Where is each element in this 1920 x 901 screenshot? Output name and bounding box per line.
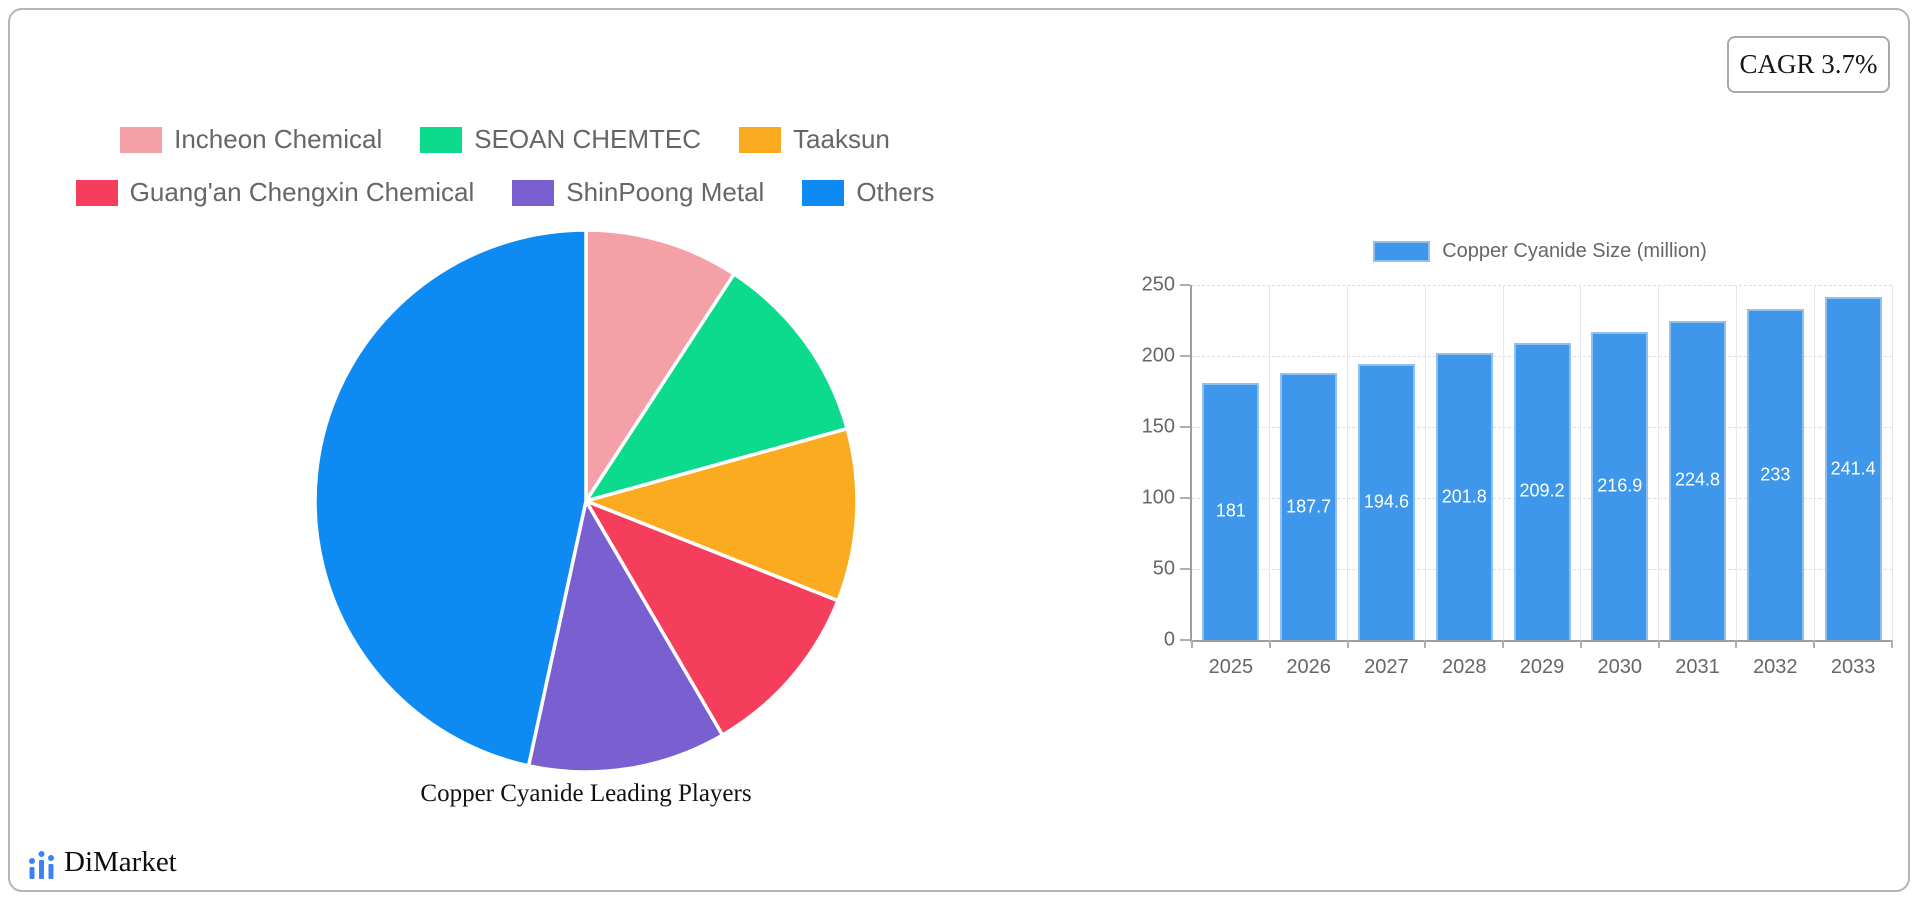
h-gridline (1192, 285, 1892, 286)
pie-legend-row: Incheon Chemical SEOAN CHEMTEC Taaksun (0, 124, 1010, 155)
bar-2032 (1746, 309, 1804, 640)
x-tick-label-2029: 2029 (1519, 656, 1565, 678)
pie-legend-row: Guang'an Chengxin Chemical ShinPoong Meta… (0, 177, 1010, 208)
x-axis-tick (1502, 640, 1505, 648)
v-gridline (1580, 285, 1582, 640)
x-axis-tick (1657, 640, 1660, 648)
legend-item-shinpoong-metal[interactable]: ShinPoong Metal (512, 177, 764, 208)
x-tick-label-2027: 2027 (1364, 656, 1409, 678)
pie-chart (313, 228, 859, 774)
legend-label: SEOAN CHEMTEC (474, 124, 702, 154)
bar-2030 (1591, 332, 1649, 640)
x-axis-tick (1268, 640, 1271, 648)
legend-label: Others (856, 177, 935, 207)
bar-2028 (1435, 353, 1493, 640)
x-tick-label-2030: 2030 (1597, 656, 1643, 678)
y-axis-tick (1180, 426, 1190, 428)
bar-value-label: 216.9 (1597, 475, 1643, 496)
y-tick-label: 100 (1141, 486, 1175, 509)
x-tick-label-2028: 2028 (1441, 656, 1487, 678)
v-gridline (1658, 285, 1660, 640)
pie-slice-taaksun (584, 426, 859, 603)
legend-swatch (120, 126, 163, 153)
x-axis-tick (1346, 640, 1349, 648)
legend-item-incheon-chemical[interactable]: Incheon Chemical (120, 124, 382, 155)
bar-value-label: 209.2 (1519, 480, 1565, 501)
legend-item-taaksun[interactable]: Taaksun (739, 124, 890, 155)
pie-slice-others (313, 228, 588, 768)
bar-value-label: 194.6 (1363, 491, 1409, 512)
bar-2031 (1669, 320, 1727, 640)
y-tick-label: 200 (1141, 344, 1175, 367)
x-tick-label-2032: 2032 (1753, 656, 1798, 678)
pie-legend: Incheon Chemical SEOAN CHEMTEC Taaksun Guan… (0, 124, 1010, 208)
legend-swatch (420, 126, 463, 153)
legend-label: Guang'an Chengxin Chemical (129, 177, 475, 207)
legend-swatch (75, 179, 118, 206)
y-axis-tick (1180, 284, 1190, 286)
y-tick-label: 150 (1141, 415, 1175, 438)
bar-value-label: 181 (1215, 500, 1246, 521)
bar-value-label: 201.8 (1441, 486, 1487, 507)
brand-logo: DiMarket (26, 848, 177, 879)
x-tick-label-2031: 2031 (1675, 656, 1720, 678)
legend-swatch (739, 126, 782, 153)
pie-slice-shinpoong-metal (526, 499, 725, 774)
v-gridline (1424, 285, 1426, 640)
bar-legend-label: Copper Cyanide Size (million) (1442, 240, 1707, 262)
pie-slice-guang-an-chengxin-chemical (584, 499, 840, 737)
v-gridline (1502, 285, 1504, 640)
x-tick-label-2025: 2025 (1208, 656, 1254, 678)
x-axis-tick (1813, 640, 1816, 648)
legend-item-guang-an-chengxin-chemical[interactable]: Guang'an Chengxin Chemical (75, 177, 475, 208)
pie-slice-incheon-chemical (584, 228, 736, 503)
bar-2025 (1202, 382, 1260, 640)
legend-label: Taaksun (793, 124, 890, 154)
v-gridline (1891, 285, 1893, 640)
bar-chart-icon (29, 850, 54, 879)
y-tick-label: 50 (1152, 557, 1175, 580)
y-tick-label: 0 (1163, 628, 1175, 651)
y-tick-label: 250 (1141, 273, 1175, 296)
brand-name: DiMarket (64, 846, 177, 878)
bar-legend[interactable]: Copper Cyanide Size (million) (1190, 240, 1890, 263)
legend-label: Incheon Chemical (174, 124, 383, 154)
x-axis-tick (1891, 640, 1893, 648)
v-gridline (1813, 285, 1815, 640)
legend-item-others[interactable]: Others (802, 177, 934, 208)
v-gridline (1269, 285, 1271, 640)
legend-label: ShinPoong Metal (566, 177, 765, 207)
legend-swatch (802, 179, 845, 206)
x-axis-tick (1579, 640, 1582, 648)
x-tick-label-2033: 2033 (1830, 656, 1876, 678)
legend-item-seoan-chemtec[interactable]: SEOAN CHEMTEC (420, 124, 701, 155)
y-axis-tick (1180, 497, 1190, 499)
bar-2027 (1357, 363, 1415, 640)
v-gridline (1735, 285, 1737, 640)
legend-swatch (512, 179, 555, 206)
x-axis-tick (1735, 640, 1738, 648)
bar-value-label: 224.8 (1675, 469, 1721, 490)
pie-slice-seoan-chemtec (584, 272, 849, 503)
bar-legend-swatch (1373, 241, 1431, 262)
bar-2029 (1513, 342, 1571, 640)
bar-2026 (1280, 373, 1338, 640)
x-tick-label-2026: 2026 (1286, 656, 1331, 678)
pie-title: Copper Cyanide Leading Players (420, 780, 752, 807)
v-gridline (1347, 285, 1349, 640)
x-axis-tick (1191, 640, 1193, 648)
y-axis-tick (1180, 568, 1190, 570)
y-axis-tick (1180, 355, 1190, 357)
bar-value-label: 187.7 (1286, 496, 1332, 517)
y-axis-tick (1180, 639, 1190, 641)
bar-value-label: 233 (1760, 464, 1791, 485)
bar-2033 (1824, 297, 1882, 640)
bar-value-label: 241.4 (1830, 458, 1876, 479)
x-axis-tick (1424, 640, 1427, 648)
cagr-badge: CAGR 3.7% (1727, 36, 1890, 93)
plot-area: 0 50 100 150 200 250 181 2025 187.7 2026 194.6 2027… (1142, 274, 1893, 678)
